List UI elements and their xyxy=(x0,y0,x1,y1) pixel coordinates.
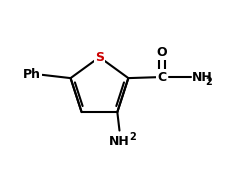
Text: C: C xyxy=(157,71,166,83)
Text: NH: NH xyxy=(109,135,129,148)
Text: S: S xyxy=(94,51,104,64)
Text: NH: NH xyxy=(192,71,212,83)
Text: 2: 2 xyxy=(204,77,211,87)
Text: Ph: Ph xyxy=(23,68,41,81)
Text: 2: 2 xyxy=(128,132,135,142)
Text: O: O xyxy=(156,46,167,59)
